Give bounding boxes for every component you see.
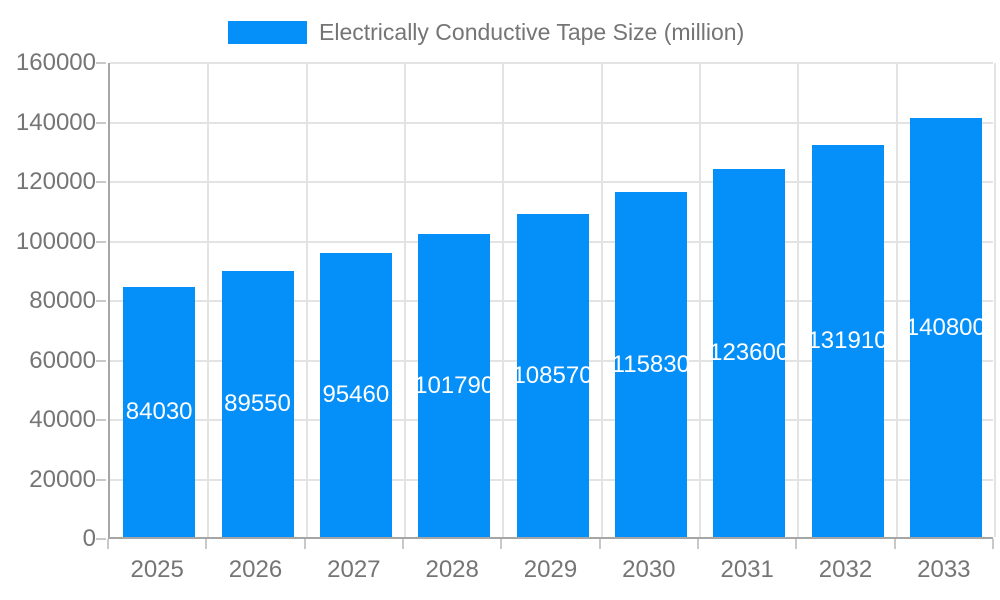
x-axis-tick <box>697 539 699 549</box>
gridline-horizontal <box>110 181 993 183</box>
bar[interactable]: 101790 <box>414 234 494 537</box>
bar-value-label: 84030 <box>125 398 193 425</box>
bar[interactable]: 108570 <box>512 214 593 537</box>
bar-value-label: 101790 <box>414 371 495 399</box>
x-axis-label: 2027 <box>327 556 381 583</box>
y-axis-label: 140000 <box>15 108 96 136</box>
y-axis-tick <box>96 359 106 362</box>
bar-value-label: 108570 <box>512 361 593 389</box>
x-axis-tick <box>598 539 601 549</box>
y-axis-tick <box>96 181 106 183</box>
y-axis-label: 0 <box>82 525 96 552</box>
x-axis-label: 2032 <box>818 556 873 583</box>
gridline-vertical <box>994 63 996 537</box>
y-axis-label: 160000 <box>15 49 96 76</box>
bar-value-label: 89550 <box>224 389 291 417</box>
plot-area: 84030 89550 95460 101790 108570 115830 123600 1… <box>108 62 996 539</box>
x-axis-label: 2033 <box>917 556 971 583</box>
bar[interactable]: 89550 <box>221 270 294 537</box>
y-axis-tick <box>96 240 106 243</box>
x-axis-tick <box>205 539 208 549</box>
gridline-vertical <box>600 63 603 537</box>
gridline-vertical <box>502 63 505 537</box>
gridline-vertical <box>797 63 800 537</box>
x-axis-label: 2029 <box>523 556 578 583</box>
bar[interactable]: 84030 <box>123 287 196 537</box>
bar[interactable]: 115830 <box>611 192 690 537</box>
x-axis-label: 2030 <box>622 556 676 583</box>
x-axis-label: 2025 <box>130 556 184 583</box>
y-axis-tick <box>96 121 106 124</box>
bar-value-label: 123600 <box>709 339 790 367</box>
y-axis-label: 100000 <box>15 227 96 255</box>
gridline-vertical <box>207 63 210 537</box>
x-axis-label: 2026 <box>228 556 283 583</box>
bar-value-label: 115830 <box>611 350 690 378</box>
bar[interactable]: 123600 <box>709 169 789 537</box>
x-axis-tick <box>303 539 306 549</box>
y-axis-tick <box>96 538 106 540</box>
bar[interactable]: 95460 <box>319 253 392 537</box>
gridline-horizontal <box>110 121 993 124</box>
y-axis-tick <box>96 300 106 302</box>
y-axis-label: 80000 <box>29 287 96 314</box>
bar[interactable]: 131910 <box>807 144 888 537</box>
legend-label: Electrically Conductive Tape Size (milli… <box>319 18 745 45</box>
gridline-vertical <box>305 63 308 537</box>
legend-swatch <box>228 20 307 44</box>
x-axis-tick <box>107 539 109 549</box>
x-axis-tick <box>795 539 798 549</box>
x-axis-tick <box>992 539 994 549</box>
x-axis-tick <box>500 539 503 549</box>
gridline-horizontal <box>110 62 993 64</box>
y-axis-label: 120000 <box>15 168 96 195</box>
x-axis-tick <box>402 539 404 549</box>
x-axis-tick <box>893 539 896 549</box>
bar-value-label: 131910 <box>807 326 888 354</box>
y-axis-tick <box>96 62 106 64</box>
y-axis-tick <box>96 478 106 481</box>
gridline-vertical <box>895 63 898 537</box>
bar-value-label: 95460 <box>322 381 390 408</box>
x-axis-label: 2028 <box>425 556 479 583</box>
y-axis-label: 20000 <box>29 465 96 493</box>
gridline-vertical <box>404 63 406 537</box>
gridline-vertical <box>699 63 701 537</box>
bar[interactable]: 140800 <box>906 118 986 537</box>
x-axis-label: 2031 <box>720 556 774 583</box>
legend-item[interactable]: Electrically Conductive Tape Size (milli… <box>228 18 744 46</box>
bar-value-label: 140800 <box>905 313 986 341</box>
y-axis-label: 60000 <box>29 346 96 374</box>
y-axis-tick <box>96 419 106 421</box>
y-axis-label: 40000 <box>29 406 96 433</box>
